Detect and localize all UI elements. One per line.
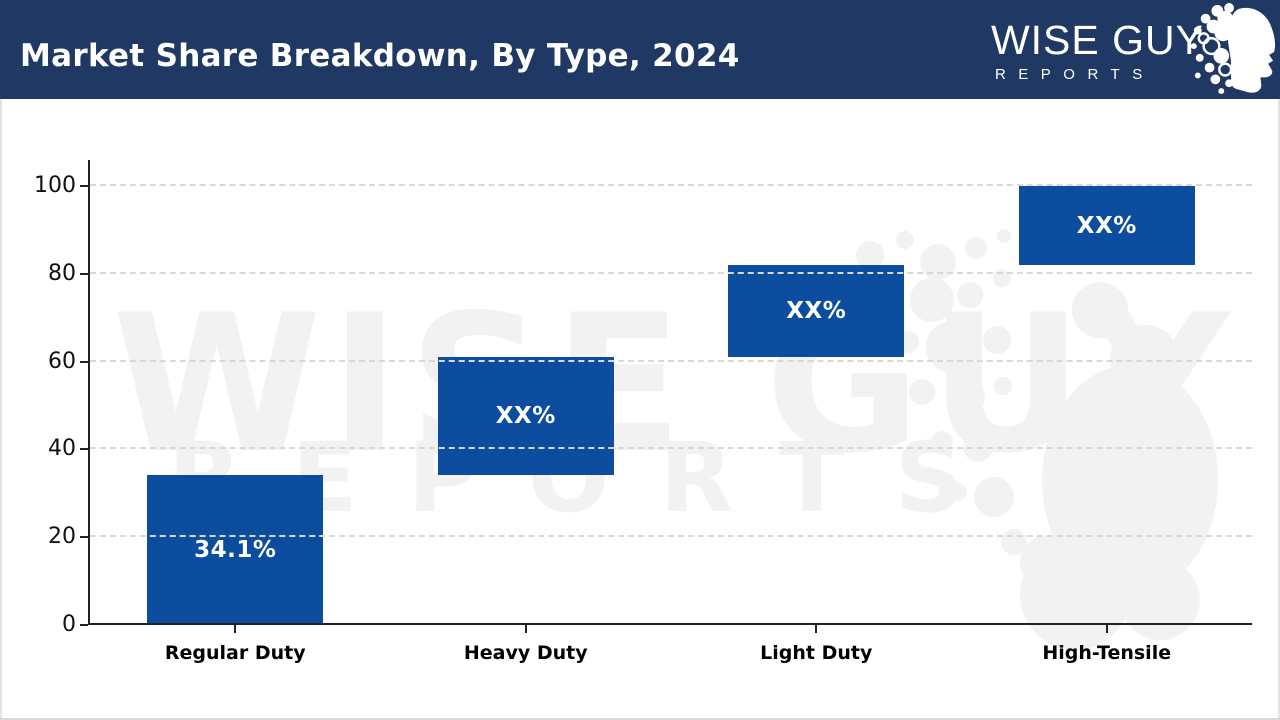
chart-area: WISE GUY REPORTS xyxy=(0,99,1280,720)
y-axis-tick-label: 80 xyxy=(48,260,76,286)
x-axis-category-label: Regular Duty xyxy=(164,642,306,664)
logo-wordmark: WISE GUY REPORTS xyxy=(990,17,1204,84)
bar-light-duty: XX% xyxy=(728,265,905,358)
y-axis-tick-mark xyxy=(80,448,88,451)
x-axis-tick-mark xyxy=(524,625,527,633)
bar-heavy-duty: XX% xyxy=(437,357,614,476)
bar-value-label: XX% xyxy=(786,298,847,325)
x-axis-tick-mark xyxy=(234,625,237,633)
x-axis-spine xyxy=(88,623,1252,625)
y-axis-tick-mark xyxy=(80,185,88,187)
y-axis-tick-label: 100 xyxy=(34,173,76,198)
brand-logo: WISE GUY REPORTS xyxy=(990,2,1278,97)
y-axis-tick-mark xyxy=(80,624,88,626)
x-axis-tick-mark xyxy=(815,625,818,633)
bar-value-label: XX% xyxy=(495,403,556,430)
y-axis-tick-mark xyxy=(80,536,88,539)
logo-subtext: REPORTS xyxy=(994,66,1155,83)
y-axis-tick-label: 40 xyxy=(48,436,76,462)
x-axis-tick-mark xyxy=(1105,625,1108,633)
gridline xyxy=(90,447,1252,450)
gridline xyxy=(90,359,1252,362)
logo-head-icon xyxy=(1190,2,1276,94)
x-axis-category-label: Heavy Duty xyxy=(463,642,588,664)
gridline xyxy=(90,271,1252,274)
header-bar: Market Share Breakdown, By Type, 2024 WI… xyxy=(0,0,1280,99)
y-axis-tick-mark xyxy=(80,360,88,363)
y-axis-spine xyxy=(88,160,90,625)
watermark-wordmark: WISE GUY xyxy=(112,274,1237,495)
watermark: WISE GUY REPORTS xyxy=(0,99,1280,720)
y-axis-tick-mark xyxy=(80,272,88,275)
x-axis-category-label: Light Duty xyxy=(760,642,873,664)
y-axis-tick-label: 0 xyxy=(62,612,76,637)
gridline xyxy=(90,535,1252,538)
watermark-head-dots xyxy=(856,229,1218,650)
gridline xyxy=(90,184,1252,186)
bar-regular-duty: 34.1% xyxy=(147,475,324,625)
y-axis-tick-label: 20 xyxy=(48,524,76,550)
logo-wordmark-text: WISE GUY xyxy=(990,17,1204,63)
bar-value-label: XX% xyxy=(1076,212,1137,239)
y-axis-tick-label: 60 xyxy=(48,348,76,374)
page-title: Market Share Breakdown, By Type, 2024 xyxy=(20,37,740,74)
bar-value-label: 34.1% xyxy=(194,537,277,564)
plot-area: 34.1% XX% XX% XX% xyxy=(88,160,1252,625)
x-axis-category-label: High-Tensile xyxy=(1042,642,1172,664)
bar-high-tensile: XX% xyxy=(1018,186,1195,266)
